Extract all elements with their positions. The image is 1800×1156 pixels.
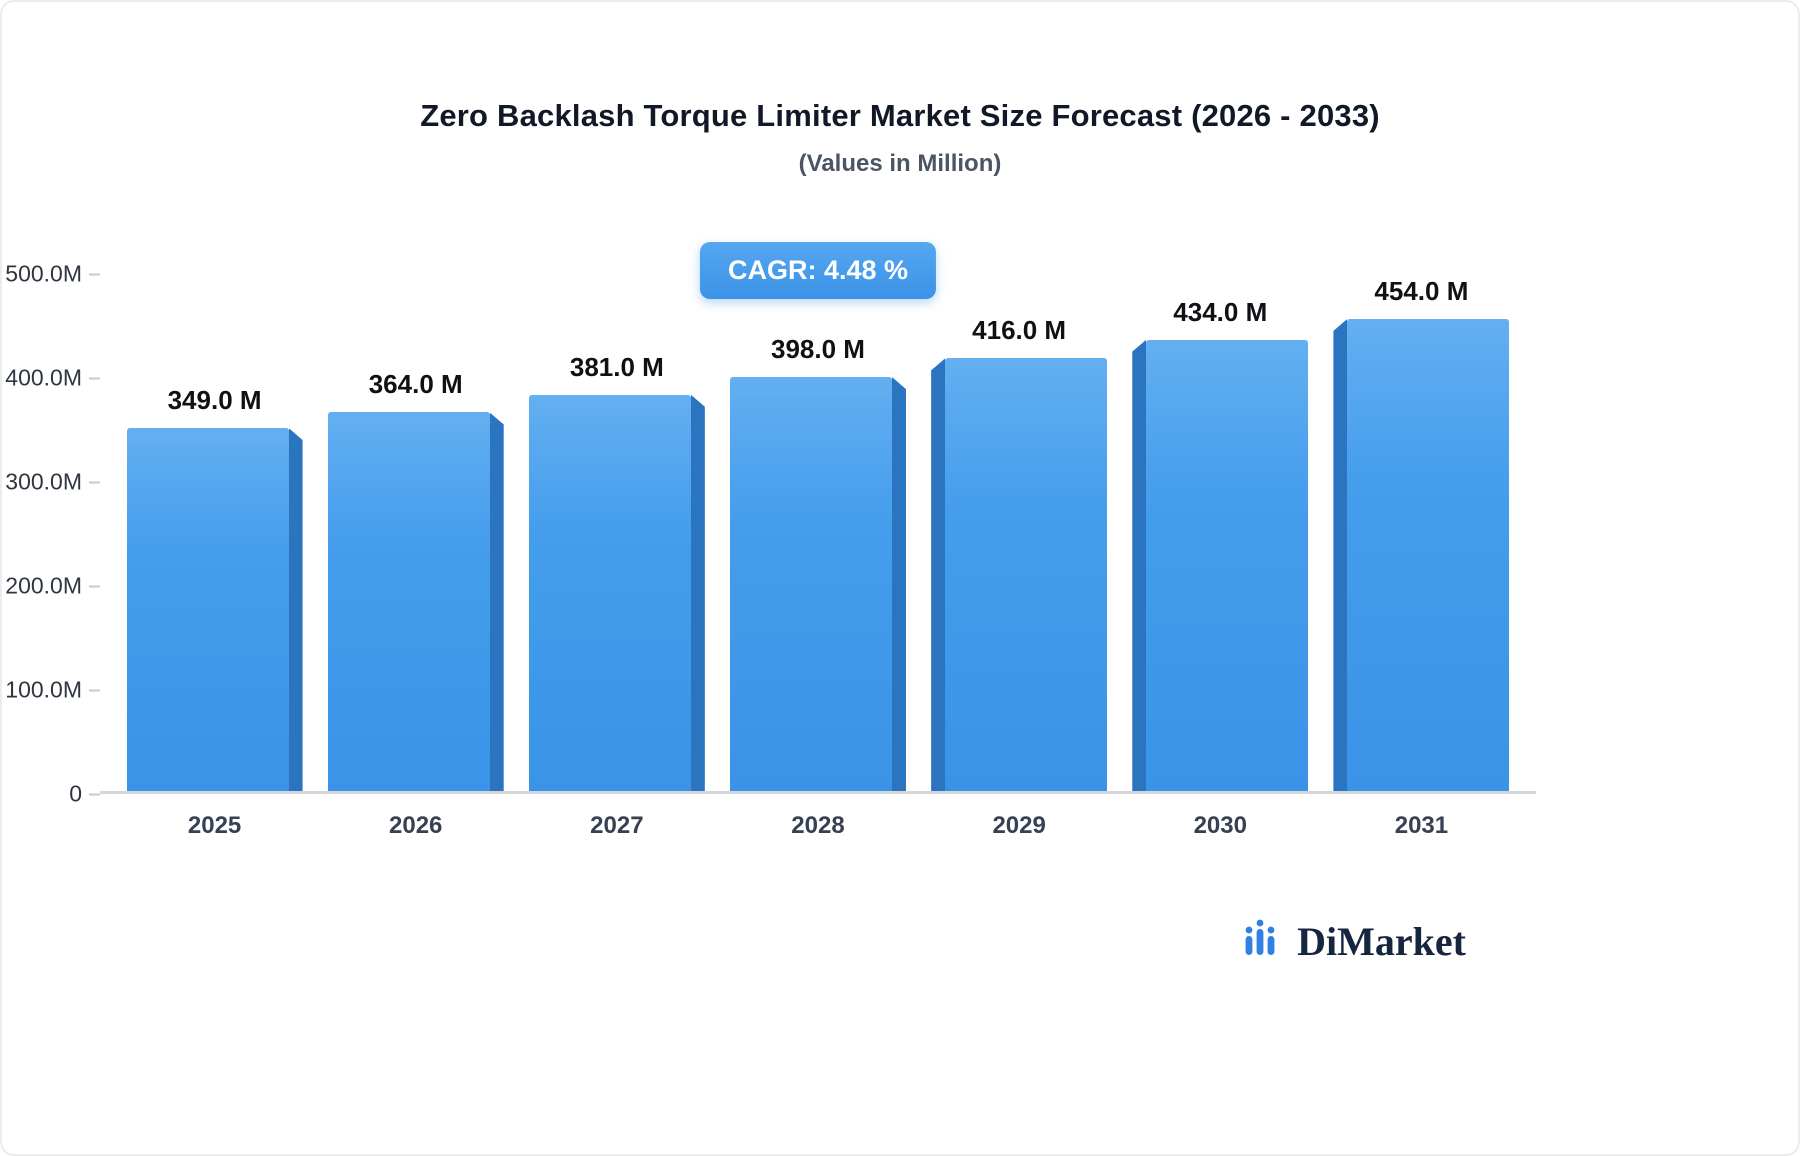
y-axis-label-text: 100.0M (5, 676, 82, 703)
x-axis-label: 2029 (992, 812, 1046, 839)
bar-face (945, 358, 1108, 791)
x-axis-label: 2027 (590, 812, 644, 839)
chart-subtitle: (Values in Million) (798, 150, 1002, 177)
bar-face (1347, 318, 1510, 791)
bar-column: 416.0 M (919, 274, 1120, 791)
bar-column: 364.0 M (315, 274, 516, 791)
cagr-badge: CAGR: 4.48 % (699, 242, 937, 299)
x-axis-label: 2028 (791, 812, 845, 839)
bar-chart-logo-icon (1243, 917, 1287, 962)
bar-value-label: 434.0 M (1173, 296, 1268, 327)
bar-face (126, 428, 289, 791)
bar-side-shadow (288, 428, 303, 791)
bars-container: 349.0 M 364.0 M 381.0 M 398.0 M 416.0 M 434.0… (100, 274, 1536, 791)
x-axis-label: 2030 (1193, 812, 1247, 839)
bar[interactable]: 434.0 M (1132, 297, 1309, 791)
y-axis-label-text: 0 (69, 780, 82, 807)
bar-face (1146, 339, 1309, 791)
bar-face (528, 394, 691, 791)
y-axis-label-text: 300.0M (5, 468, 82, 495)
bar-side-shadow (1132, 339, 1147, 791)
brand-logo-text: DiMarket (1297, 919, 1466, 964)
bar-value-label: 349.0 M (167, 385, 262, 416)
y-axis-tick-mark (89, 793, 100, 795)
bar-column: 434.0 M (1120, 274, 1321, 791)
y-axis-tick-mark (89, 689, 100, 691)
bar[interactable]: 381.0 M (528, 352, 705, 791)
x-axis-label: 2025 (187, 812, 242, 839)
x-axis-label: 2031 (1394, 812, 1449, 839)
y-axis-tick-mark (89, 481, 100, 483)
bar[interactable]: 454.0 M (1333, 276, 1510, 791)
bar-value-label: 416.0 M (972, 315, 1067, 346)
chart-title: Zero Backlash Torque Limiter Market Size… (420, 98, 1380, 133)
brand-logo: DiMarket (1243, 917, 1466, 962)
bar-face (327, 412, 490, 791)
bar-column: 381.0 M (516, 274, 717, 791)
y-axis-tick-mark (89, 273, 100, 275)
y-axis-label: 100.0M (4, 677, 100, 704)
bar-side-shadow (891, 377, 906, 791)
y-axis-label: 400.0M (4, 365, 100, 392)
bar-side-shadow (489, 412, 504, 791)
bar[interactable]: 364.0 M (327, 369, 504, 791)
bar-column: 398.0 M (717, 274, 918, 791)
bar-value-label: 381.0 M (569, 351, 664, 382)
bar-face (729, 377, 892, 791)
bar-side-shadow (1333, 318, 1348, 791)
bar[interactable]: 349.0 M (126, 385, 303, 791)
bar-column: 454.0 M (1321, 274, 1522, 791)
y-axis-label: 0 (4, 781, 100, 808)
x-axis-label: 2026 (389, 812, 443, 839)
bar-column: 349.0 M (114, 274, 315, 791)
bar[interactable]: 398.0 M (729, 334, 906, 791)
y-axis-label: 200.0M (4, 573, 100, 600)
plot-area: CAGR: 4.48 % 500.0M 400.0M 300.0M 200.0M 100… (5, 242, 1536, 807)
bar-side-shadow (690, 394, 705, 791)
y-axis-tick-mark (89, 585, 100, 587)
x-axis: 2025 2026 2027 2028 2029 2030 2031 (100, 812, 1536, 840)
bar-value-label: 454.0 M (1374, 275, 1469, 306)
y-axis-label-text: 500.0M (5, 260, 82, 287)
y-axis-label: 500.0M (4, 261, 100, 288)
bar[interactable]: 416.0 M (931, 315, 1108, 791)
y-axis-label: 300.0M (4, 469, 100, 496)
bar-side-shadow (931, 358, 946, 791)
y-axis-label-text: 400.0M (5, 364, 82, 391)
bar-value-label: 398.0 M (771, 334, 865, 365)
y-axis-tick-mark (89, 377, 100, 379)
y-axis-label-text: 200.0M (5, 572, 82, 599)
bar-value-label: 364.0 M (368, 369, 463, 400)
chart-wrapper: CAGR: 4.48 % 500.0M 400.0M 300.0M 200.0M 100… (5, 242, 1536, 840)
